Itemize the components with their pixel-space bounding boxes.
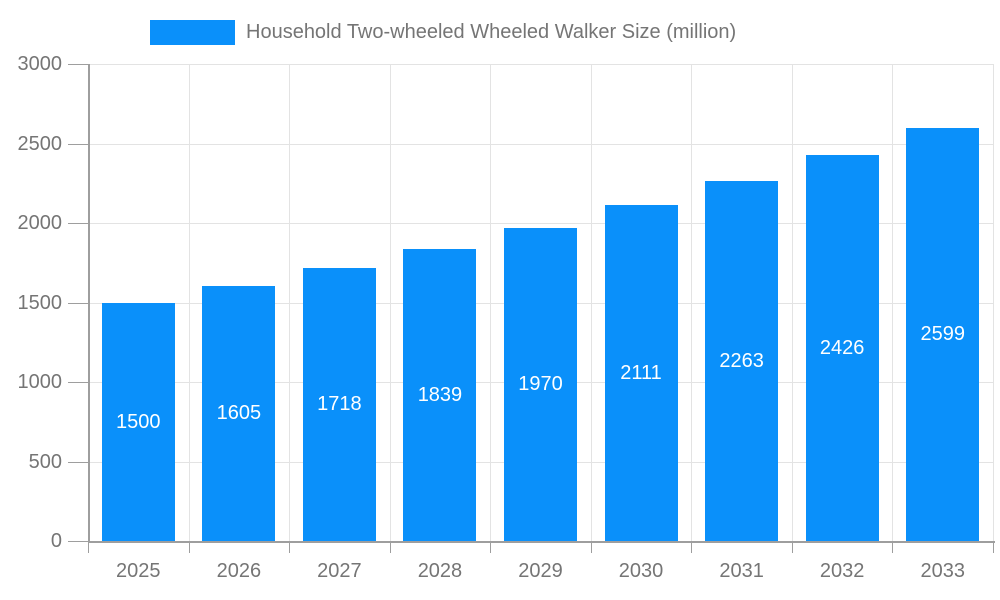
bar — [906, 127, 980, 541]
x-axis-tick — [188, 541, 190, 553]
bar — [202, 285, 276, 541]
v-gridline — [590, 64, 592, 541]
plot-area — [88, 64, 995, 543]
x-axis-tick-label: 2028 — [417, 560, 463, 582]
y-axis-tick-label: 500 — [28, 450, 62, 473]
x-axis-tick — [791, 541, 793, 553]
x-axis-tick-label: 2032 — [819, 560, 865, 582]
h-gridline — [88, 64, 993, 65]
x-axis-tick — [289, 541, 291, 553]
y-axis-tick — [68, 302, 88, 304]
bar-value-label: 2426 — [819, 337, 865, 360]
y-axis-tick-label: 3000 — [17, 53, 63, 75]
v-gridline — [389, 64, 391, 541]
bar — [302, 267, 376, 541]
x-axis-tick — [389, 541, 391, 553]
h-gridline — [88, 143, 993, 145]
bar-value-label: 1500 — [116, 410, 161, 433]
bar — [101, 302, 175, 541]
bar — [604, 205, 678, 541]
legend-swatch — [150, 19, 235, 45]
y-axis-tick — [68, 461, 88, 463]
bar-value-label: 2599 — [920, 323, 965, 346]
y-axis-tick-label: 2000 — [17, 212, 63, 234]
legend-item[interactable]: Household Two-wheeled Wheeled Walker Siz… — [150, 19, 736, 45]
y-axis-tick — [68, 143, 88, 145]
x-axis-tick-label: 2031 — [719, 560, 764, 582]
bar — [403, 248, 477, 541]
x-axis-tick — [490, 541, 492, 553]
x-axis-tick — [892, 541, 894, 553]
x-axis-tick — [993, 541, 994, 553]
y-axis-tick — [68, 541, 88, 542]
h-gridline — [88, 223, 993, 224]
x-axis-tick-label: 2033 — [920, 560, 965, 582]
y-axis-tick-label: 1000 — [17, 371, 63, 393]
v-gridline — [993, 64, 994, 541]
x-axis-tick-label: 2026 — [216, 560, 262, 582]
y-axis-tick-label: 1500 — [17, 291, 63, 314]
x-axis-tick-label: 2029 — [518, 560, 563, 582]
bar-value-label: 1605 — [216, 402, 262, 425]
y-axis-tick — [68, 382, 88, 383]
x-axis-tick-label: 2025 — [116, 560, 161, 582]
legend-label: Household Two-wheeled Wheeled Walker Siz… — [246, 21, 737, 43]
x-axis-tick — [88, 541, 89, 553]
bar-value-label: 2263 — [719, 350, 764, 373]
bar — [805, 155, 879, 541]
bar-value-label: 2111 — [620, 362, 662, 385]
y-axis-tick-label: 2500 — [17, 132, 63, 155]
x-axis-tick — [590, 541, 592, 553]
y-axis-tick — [68, 64, 88, 65]
bar-value-label: 1718 — [317, 393, 362, 416]
v-gridline — [289, 64, 291, 541]
v-gridline — [892, 64, 894, 541]
v-gridline — [490, 64, 492, 541]
v-gridline — [188, 64, 190, 541]
y-axis-tick — [68, 223, 88, 224]
bar-value-label: 1970 — [518, 373, 563, 396]
v-gridline — [691, 64, 693, 541]
v-gridline — [791, 64, 793, 541]
x-axis-tick — [691, 541, 693, 553]
bar-value-label: 1839 — [417, 383, 463, 406]
x-axis-tick-label: 2030 — [618, 560, 664, 582]
bar — [504, 227, 577, 541]
x-axis-tick-label: 2027 — [317, 560, 362, 582]
y-axis-tick-label: 0 — [50, 530, 62, 552]
bar — [705, 181, 779, 541]
